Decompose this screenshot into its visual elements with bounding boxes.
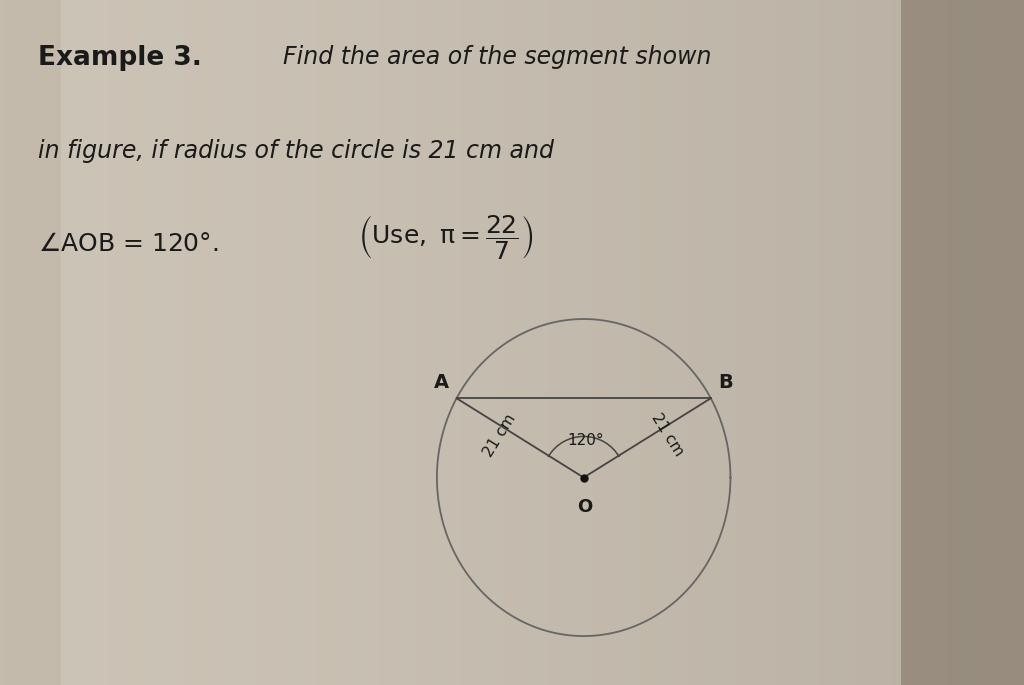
Text: 120°: 120° [567, 433, 603, 448]
Text: Find the area of the segment shown: Find the area of the segment shown [283, 45, 711, 69]
Text: $\left(\mathrm{Use,\ \pi = \dfrac{22}{7}}\right)$: $\left(\mathrm{Use,\ \pi = \dfrac{22}{7}… [358, 213, 534, 261]
Text: in figure, if radius of the circle is 21 cm and: in figure, if radius of the circle is 21… [38, 138, 554, 162]
Bar [0, 0, 61, 685]
Text: 21 cm: 21 cm [480, 411, 518, 459]
Text: Example 3.: Example 3. [38, 45, 202, 71]
Text: 21 cm: 21 cm [649, 411, 687, 459]
Text: B: B [718, 373, 733, 393]
Text: O: O [578, 498, 593, 516]
Bar [901, 0, 1024, 685]
Text: $\angle$AOB = 120°.: $\angle$AOB = 120°. [38, 232, 218, 256]
Text: A: A [434, 373, 450, 393]
